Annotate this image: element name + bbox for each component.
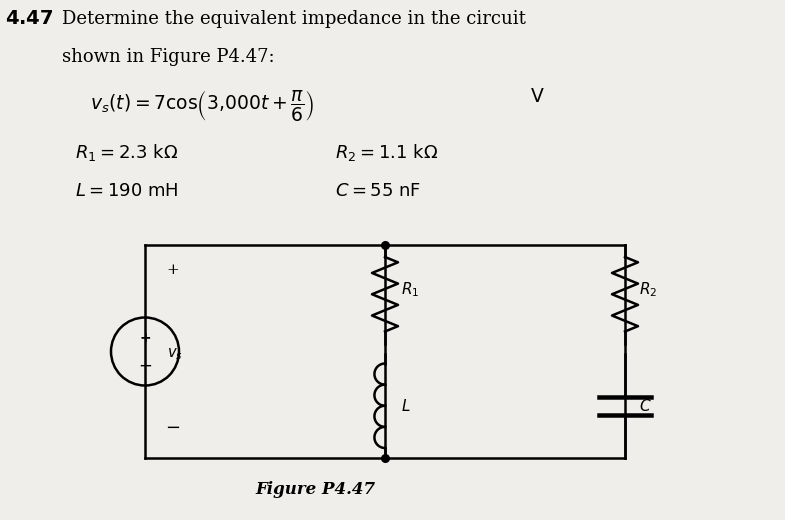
Text: $\mathrm{V}$: $\mathrm{V}$ xyxy=(530,88,545,106)
Text: $L$: $L$ xyxy=(401,398,411,414)
Text: $v_s$: $v_s$ xyxy=(167,347,183,362)
Text: −: − xyxy=(166,419,181,437)
Text: −: − xyxy=(138,357,152,374)
Text: $\mathbf{4.47}$: $\mathbf{4.47}$ xyxy=(5,10,53,28)
Text: Determine the equivalent impedance in the circuit: Determine the equivalent impedance in th… xyxy=(62,10,526,28)
Text: $R_2$: $R_2$ xyxy=(639,280,657,298)
Text: Figure P4.47: Figure P4.47 xyxy=(255,481,375,498)
Text: +: + xyxy=(166,263,180,277)
Text: shown in Figure P4.47:: shown in Figure P4.47: xyxy=(62,48,275,66)
Text: $C = 55\ \mathrm{nF}$: $C = 55\ \mathrm{nF}$ xyxy=(335,182,421,200)
Text: $R_2 = 1.1\ \mathrm{k\Omega}$: $R_2 = 1.1\ \mathrm{k\Omega}$ xyxy=(335,142,438,163)
Text: $R_1$: $R_1$ xyxy=(401,280,419,298)
Text: +: + xyxy=(139,332,151,345)
Text: $C$: $C$ xyxy=(639,398,652,414)
Text: $R_1 = 2.3\ \mathrm{k\Omega}$: $R_1 = 2.3\ \mathrm{k\Omega}$ xyxy=(75,142,178,163)
Text: $v_s(t) = 7\cos\!\left(3{,}000t + \dfrac{\pi}{6}\right)$: $v_s(t) = 7\cos\!\left(3{,}000t + \dfrac… xyxy=(90,88,314,123)
Text: $L = 190\ \mathrm{mH}$: $L = 190\ \mathrm{mH}$ xyxy=(75,182,178,200)
